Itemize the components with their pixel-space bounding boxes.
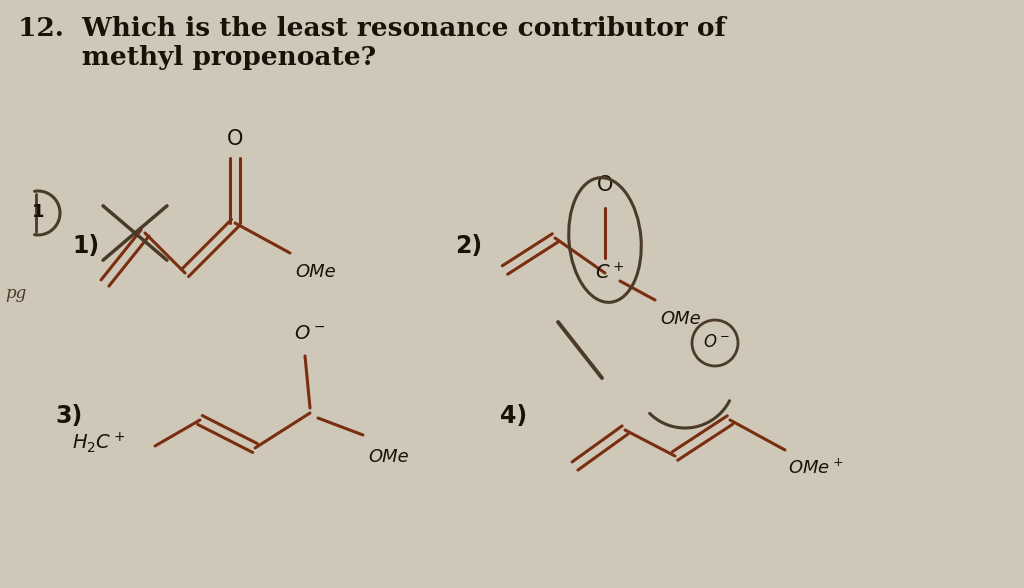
Text: pg: pg: [5, 285, 27, 302]
Text: $C^+$: $C^+$: [595, 262, 625, 283]
Text: O: O: [597, 175, 613, 195]
Text: OMe: OMe: [368, 448, 409, 466]
Text: OMe: OMe: [295, 263, 336, 281]
Text: 4): 4): [500, 404, 527, 428]
Text: $O^-$: $O^-$: [703, 333, 730, 351]
Text: 1): 1): [72, 234, 99, 258]
Text: $OMe^+$: $OMe^+$: [788, 458, 844, 477]
Text: 12.  Which is the least resonance contributor of
       methyl propenoate?: 12. Which is the least resonance contrib…: [18, 16, 726, 70]
Text: $O^-$: $O^-$: [294, 324, 326, 343]
Text: 1: 1: [32, 203, 44, 221]
Text: 3): 3): [55, 404, 82, 428]
Text: $H_2C^+$: $H_2C^+$: [72, 430, 126, 455]
Text: O: O: [226, 129, 243, 149]
Text: OMe: OMe: [660, 310, 700, 328]
Text: 2): 2): [455, 234, 482, 258]
